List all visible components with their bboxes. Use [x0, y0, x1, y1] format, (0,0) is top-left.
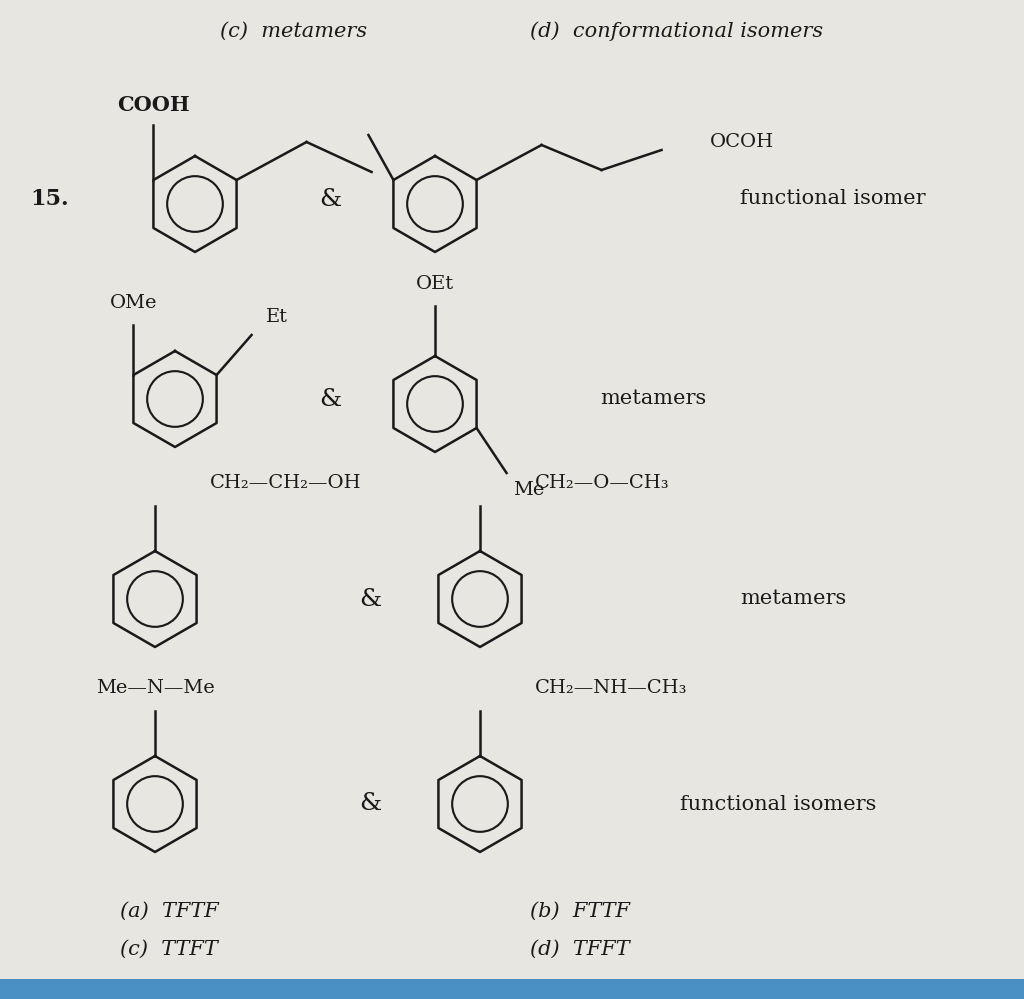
Text: OCOH: OCOH	[710, 133, 774, 151]
Text: &: &	[318, 388, 341, 411]
Text: &: &	[359, 587, 381, 610]
Text: OMe: OMe	[110, 294, 157, 312]
Text: CH₂—NH—CH₃: CH₂—NH—CH₃	[535, 679, 687, 697]
Text: 15.: 15.	[30, 188, 69, 210]
Text: (d)  conformational isomers: (d) conformational isomers	[530, 21, 823, 41]
Text: CH₂—O—CH₃: CH₂—O—CH₃	[535, 474, 670, 492]
Bar	[0, 979, 1024, 999]
Text: (b)  FTTF: (b) FTTF	[530, 901, 630, 920]
Text: Et: Et	[265, 308, 288, 326]
Text: (c)  metamers: (c) metamers	[220, 22, 368, 41]
Text: COOH: COOH	[117, 95, 189, 115]
Text: functional isomers: functional isomers	[680, 794, 877, 813]
Text: CH₂—CH₂—OH: CH₂—CH₂—OH	[210, 474, 361, 492]
Text: OEt: OEt	[416, 275, 454, 293]
Text: functional isomer: functional isomer	[740, 190, 926, 209]
Text: (c)  TTFT: (c) TTFT	[120, 939, 218, 958]
Text: Me—N—Me: Me—N—Me	[95, 679, 214, 697]
Text: (d)  TFFT: (d) TFFT	[530, 939, 630, 958]
Text: metamers: metamers	[600, 390, 707, 409]
Text: (a)  TFTF: (a) TFTF	[120, 901, 219, 920]
Text: Me: Me	[513, 481, 545, 499]
Text: &: &	[359, 792, 381, 815]
Text: &: &	[318, 188, 341, 211]
Text: metamers: metamers	[740, 589, 846, 608]
